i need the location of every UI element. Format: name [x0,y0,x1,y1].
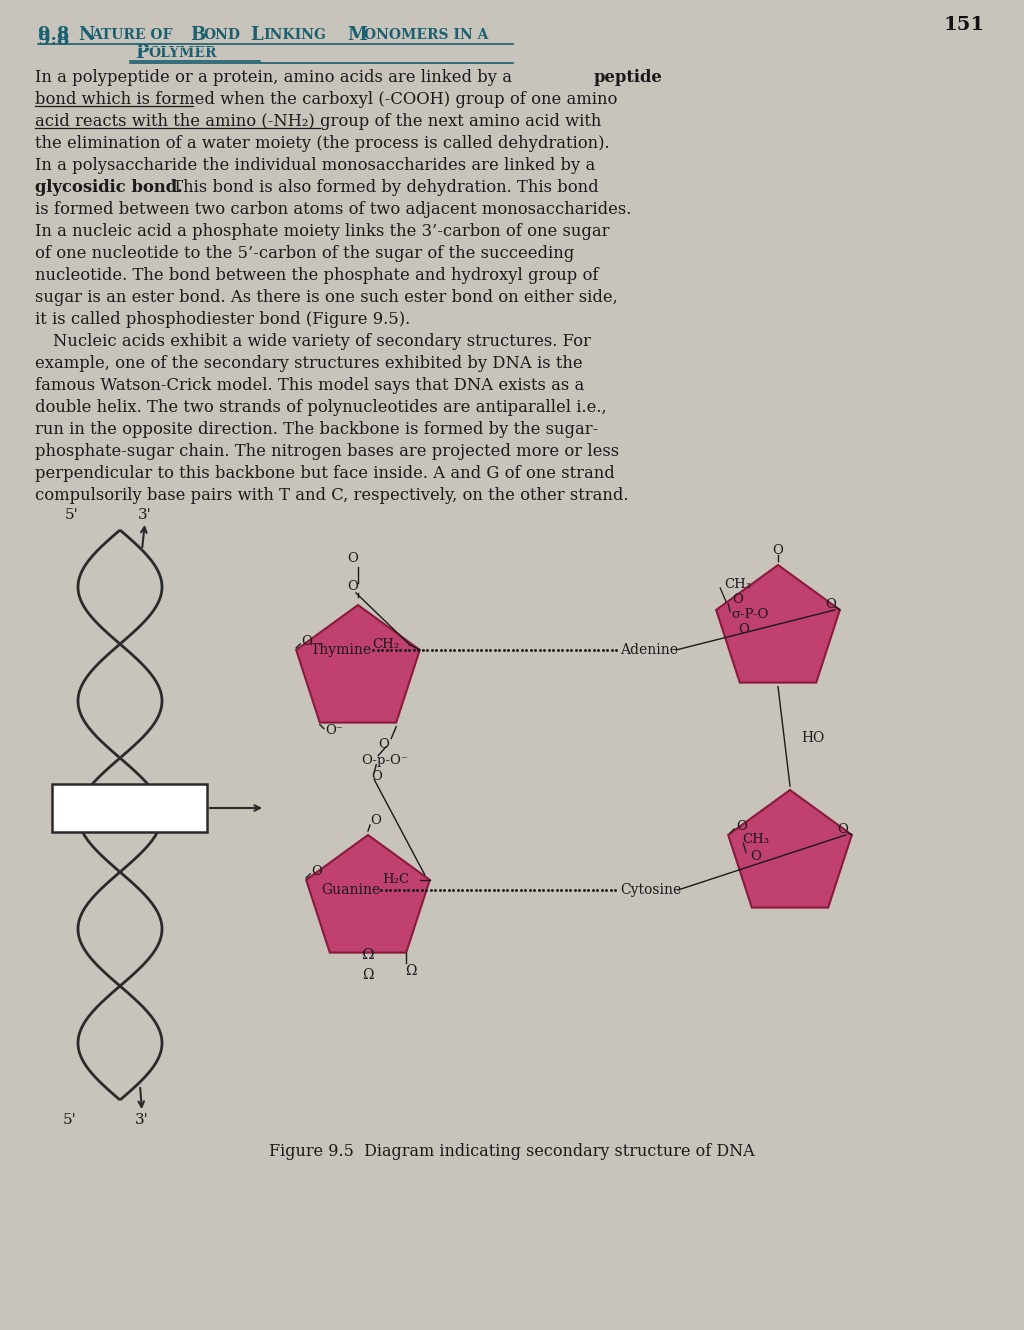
Text: O-p-O⁻: O-p-O⁻ [361,754,409,767]
Text: L: L [250,27,263,44]
Text: HO: HO [801,730,824,745]
Text: the elimination of a water moiety (the process is called dehydration).: the elimination of a water moiety (the p… [35,134,609,152]
Text: phosphate-sugar chain. The nitrogen bases are projected more or less: phosphate-sugar chain. The nitrogen base… [35,443,620,459]
Text: O: O [378,738,389,751]
Text: CH₃: CH₃ [724,579,752,592]
Bar [52,783,207,833]
Text: run in the opposite direction. The backbone is formed by the sugar-: run in the opposite direction. The backb… [35,420,598,438]
Polygon shape [306,835,430,952]
Text: 3': 3' [138,508,152,521]
Text: perpendicular to this backbone but face inside. A and G of one strand: perpendicular to this backbone but face … [35,464,614,481]
Text: 3': 3' [135,1113,148,1127]
Text: O: O [311,866,323,878]
Text: OND: OND [203,28,240,43]
Text: M: M [347,27,367,44]
Text: σ-P-O: σ-P-O [731,608,769,621]
Text: Ω: Ω [406,964,417,978]
Text: Adenine: Adenine [620,642,678,657]
Text: INKING: INKING [263,28,326,43]
Text: In a polypeptide or a protein, amino acids are linked by a: In a polypeptide or a protein, amino aci… [35,69,517,85]
Text: B: B [190,27,205,44]
Text: sugar is an ester bond. As there is one such ester bond on either side,: sugar is an ester bond. As there is one … [35,289,617,306]
Text: CH₃: CH₃ [742,834,769,846]
Text: famous Watson-Crick model. This model says that DNA exists as a: famous Watson-Crick model. This model sa… [35,376,585,394]
Text: 9.8: 9.8 [38,27,70,44]
Text: O: O [738,624,750,637]
Text: O: O [372,770,382,783]
Text: double helix. The two strands of polynucleotides are antiparallel i.e.,: double helix. The two strands of polynuc… [35,399,606,415]
Text: it is called phosphodiester bond (Figure 9.5).: it is called phosphodiester bond (Figure… [35,310,411,327]
Text: peptide: peptide [594,69,663,85]
Text: Cytosine: Cytosine [620,883,681,896]
Text: Guanine: Guanine [322,883,381,896]
Text: O: O [772,544,783,556]
Text: CH₂: CH₂ [372,638,399,652]
Text: This bond is also formed by dehydration. This bond: This bond is also formed by dehydration.… [167,178,599,196]
Text: is formed between two carbon atoms of two adjacent monosaccharides.: is formed between two carbon atoms of tw… [35,201,632,218]
Text: O: O [301,636,312,649]
Text: of one nucleotide to the 5’-carbon of the sugar of the succeeding: of one nucleotide to the 5’-carbon of th… [35,245,574,262]
Polygon shape [728,790,852,907]
Text: 9.8: 9.8 [38,31,70,49]
Text: O: O [347,552,358,564]
Text: P: P [135,44,148,63]
Text: glycosidic bond.: glycosidic bond. [35,178,183,196]
Text: bond which is formed when the carboxyl (-COOH) group of one amino: bond which is formed when the carboxyl (… [35,90,617,108]
Text: Nucleic acids exhibit a wide variety of secondary structures. For: Nucleic acids exhibit a wide variety of … [53,332,591,350]
Text: Figure 9.5  Diagram indicating secondary structure of DNA: Figure 9.5 Diagram indicating secondary … [269,1144,755,1161]
Text: 5': 5' [63,1113,77,1127]
Text: O: O [370,814,381,826]
Text: acid reacts with the amino (-NH₂) group of the next amino acid with: acid reacts with the amino (-NH₂) group … [35,113,601,129]
Text: O: O [732,593,743,606]
Text: example, one of the secondary structures exhibited by DNA is the: example, one of the secondary structures… [35,355,583,371]
Text: 5': 5' [65,508,79,521]
Text: O: O [751,850,761,863]
Text: O: O [824,598,836,612]
Text: H₂C: H₂C [382,874,409,886]
Text: O⁻: O⁻ [325,724,343,737]
Text: N: N [78,27,94,44]
Text: O: O [347,580,358,593]
Text: nucleotide. The bond between the phosphate and hydroxyl group of: nucleotide. The bond between the phospha… [35,266,598,283]
Polygon shape [716,565,840,682]
Text: ATURE OF: ATURE OF [91,28,172,43]
Polygon shape [296,605,420,722]
Text: Thymine: Thymine [311,642,373,657]
Text: Ω: Ω [361,947,375,962]
Text: O: O [837,823,848,837]
Text: OLYMER: OLYMER [148,47,216,60]
Text: Ω: Ω [362,968,374,982]
Text: 151: 151 [944,16,985,35]
Text: O: O [736,821,748,834]
Text: In a nucleic acid a phosphate moiety links the 3’-carbon of one sugar: In a nucleic acid a phosphate moiety lin… [35,222,609,239]
Text: In a polysaccharide the individual monosaccharides are linked by a: In a polysaccharide the individual monos… [35,157,595,173]
Text: ONOMERS IN A: ONOMERS IN A [364,28,488,43]
Text: compulsorily base pairs with T and C, respectively, on the other strand.: compulsorily base pairs with T and C, re… [35,487,629,504]
